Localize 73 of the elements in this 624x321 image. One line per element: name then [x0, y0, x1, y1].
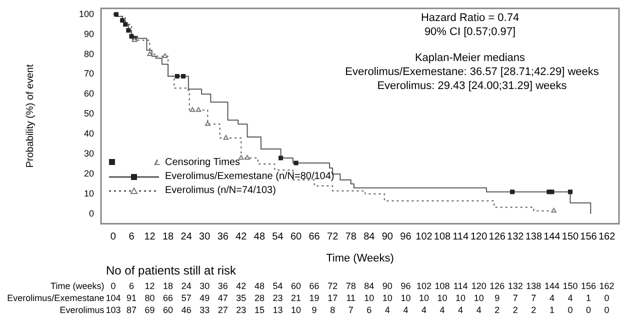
text: No of patients still at risk	[106, 263, 238, 278]
y-tick-label: 0	[89, 208, 94, 218]
point	[568, 190, 573, 194]
y-axis-title: Probability (%) of event	[24, 64, 36, 168]
point	[551, 208, 556, 213]
legend-title: Censoring Times	[165, 157, 240, 168]
x-tick-label: 114	[452, 232, 469, 243]
x-tick-label: 102	[416, 232, 433, 243]
point	[114, 12, 119, 17]
x-tick-label: 66	[308, 232, 320, 243]
point	[294, 160, 298, 166]
point	[278, 156, 284, 160]
point	[123, 22, 128, 27]
point	[129, 34, 134, 39]
y-tick-label: 50	[84, 108, 94, 119]
point	[174, 74, 180, 78]
point	[244, 154, 250, 160]
x-tick-label: 48	[254, 232, 266, 243]
x-tick-label: 72	[327, 232, 339, 243]
x-tick-label: 42	[236, 232, 248, 243]
x-tick-label: 90	[382, 232, 394, 243]
x-tick-label: 24	[180, 232, 192, 243]
x-tick-label: 12	[144, 232, 156, 243]
point	[147, 51, 152, 56]
annotation: Everolimus: 29.43 [24.00;31.29] weeks	[377, 80, 568, 92]
x-tick-label: 150	[562, 232, 580, 243]
x-tick-label: 84	[364, 232, 376, 243]
point	[120, 18, 125, 23]
point	[510, 190, 515, 194]
y-tick-label: 100	[78, 8, 94, 19]
x-tick-label: 132	[507, 232, 524, 243]
point	[204, 121, 210, 126]
x-tick-label: 156	[580, 232, 598, 243]
x-tick-label: 138	[525, 232, 542, 243]
legend-label: Everolimus (n/N=74/103)	[165, 185, 276, 196]
x-tick-label: 54	[272, 232, 284, 243]
text: Everolimus/Exemestane 104 91 80 66 57 49 47 35 28 23 21 19 17 11 10 10 10 10 10 10 10 9 7 7 4 4 1 0	[7, 293, 610, 303]
annotation: Kaplan-Meier medians	[414, 52, 526, 64]
x-tick-label: 0	[110, 232, 116, 243]
legend-label: Everolimus/Exemestane (n/N=80/104)	[165, 171, 334, 182]
y-tick-label: 40	[84, 128, 94, 139]
x-tick-label: 6	[128, 232, 135, 243]
y-tick-label: 20	[84, 168, 94, 178]
x-tick-label: 144	[544, 232, 561, 243]
x-tick-label: 36	[217, 232, 229, 243]
text: Everolimus 103 87 69 60 46 33 27 23 15 13 10 9 8 7 6 4 4 4 4 4 4 2 2 2 1 0 0 0	[60, 305, 610, 315]
x-tick-label: 78	[345, 232, 357, 243]
point	[190, 107, 196, 112]
point	[181, 74, 186, 78]
x-tick-label: 120	[470, 232, 488, 243]
x-axis-title: Time (Weeks)	[326, 252, 394, 264]
x-tick-label: 96	[400, 232, 412, 243]
annotation: 90% CI [0.57;0.97]	[424, 26, 516, 38]
x-tick-label: 60	[290, 232, 302, 243]
point	[196, 107, 202, 112]
y-tick-label: 60	[84, 88, 94, 99]
annotation: Everolimus/Exemestane: 36.57 [28.71;42.29] weeks	[345, 66, 600, 78]
x-tick-label: 126	[488, 232, 506, 243]
text: Time (weeks) 0 6 12 18 24 30 36 42 48 54 60 66 72 78 84 90 96 102 108 114 120 126 132 138 144 150 156 162	[50, 281, 614, 291]
point	[223, 135, 229, 140]
x-tick-label: 162	[598, 232, 616, 243]
y-tick-label: 80	[84, 48, 94, 59]
x-tick-label: 108	[434, 232, 452, 243]
y-tick-label: 70	[84, 68, 94, 79]
point	[162, 53, 168, 58]
point	[126, 28, 131, 33]
y-tick-label: 90	[84, 28, 94, 39]
y-tick-label: 30	[84, 148, 94, 158]
x-tick-label: 18	[162, 232, 174, 243]
point	[550, 190, 554, 194]
y-tick-label: 10	[84, 188, 94, 198]
annotation: Hazard Ratio = 0.74	[420, 12, 520, 24]
x-tick-label: 30	[199, 232, 211, 243]
